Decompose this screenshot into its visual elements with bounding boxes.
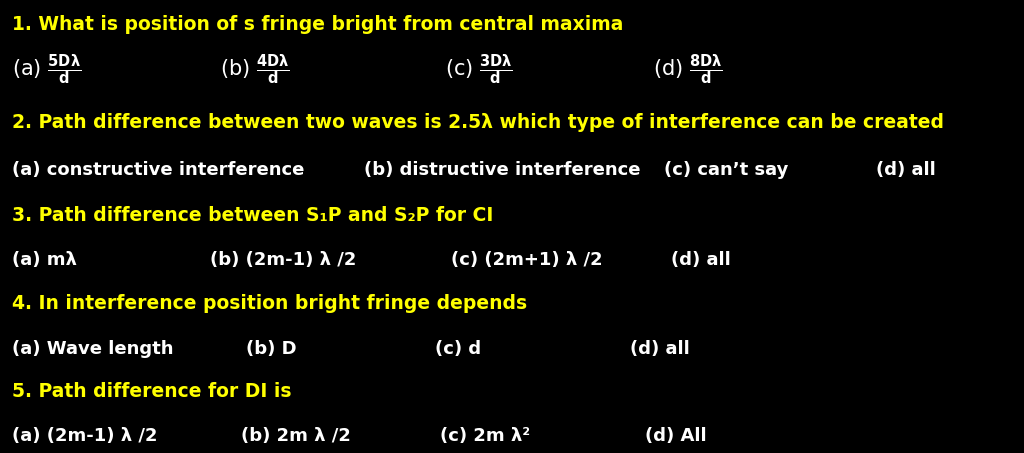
Text: (a) mλ: (a) mλ (12, 251, 77, 270)
Text: 1. What is position of s fringe bright from central maxima: 1. What is position of s fringe bright f… (12, 15, 624, 34)
Text: (d) All: (d) All (645, 427, 707, 445)
Text: (a) $\mathbf{\frac{5D\lambda}{d}}$: (a) $\mathbf{\frac{5D\lambda}{d}}$ (12, 53, 82, 87)
Text: (b) (2m-1) λ /2: (b) (2m-1) λ /2 (210, 251, 356, 270)
Text: (a) constructive interference: (a) constructive interference (12, 161, 305, 179)
Text: (d) $\mathbf{\frac{8D\lambda}{d}}$: (d) $\mathbf{\frac{8D\lambda}{d}}$ (653, 53, 723, 87)
Text: 4. In interference position bright fringe depends: 4. In interference position bright fring… (12, 294, 527, 313)
Text: (c) (2m+1) λ /2: (c) (2m+1) λ /2 (451, 251, 602, 270)
Text: (d) all: (d) all (876, 161, 935, 179)
Text: 5. Path difference for DI is: 5. Path difference for DI is (12, 382, 292, 401)
Text: (a) Wave length: (a) Wave length (12, 340, 174, 358)
Text: (b) D: (b) D (246, 340, 296, 358)
Text: (c) can’t say: (c) can’t say (664, 161, 787, 179)
Text: 2. Path difference between two waves is 2.5λ which type of interference can be c: 2. Path difference between two waves is … (12, 113, 944, 132)
Text: (c) 2m λ²: (c) 2m λ² (440, 427, 530, 445)
Text: (b) distructive interference: (b) distructive interference (364, 161, 640, 179)
Text: (d) all: (d) all (630, 340, 689, 358)
Text: (d) all: (d) all (671, 251, 730, 270)
Text: 3. Path difference between S₁P and S₂P for CI: 3. Path difference between S₁P and S₂P f… (12, 206, 494, 225)
Text: (a) (2m-1) λ /2: (a) (2m-1) λ /2 (12, 427, 158, 445)
Text: (c) $\mathbf{\frac{3D\lambda}{d}}$: (c) $\mathbf{\frac{3D\lambda}{d}}$ (445, 53, 513, 87)
Text: (c) d: (c) d (435, 340, 481, 358)
Text: (b) $\mathbf{\frac{4D\lambda}{d}}$: (b) $\mathbf{\frac{4D\lambda}{d}}$ (220, 53, 290, 87)
Text: (b) 2m λ /2: (b) 2m λ /2 (241, 427, 350, 445)
